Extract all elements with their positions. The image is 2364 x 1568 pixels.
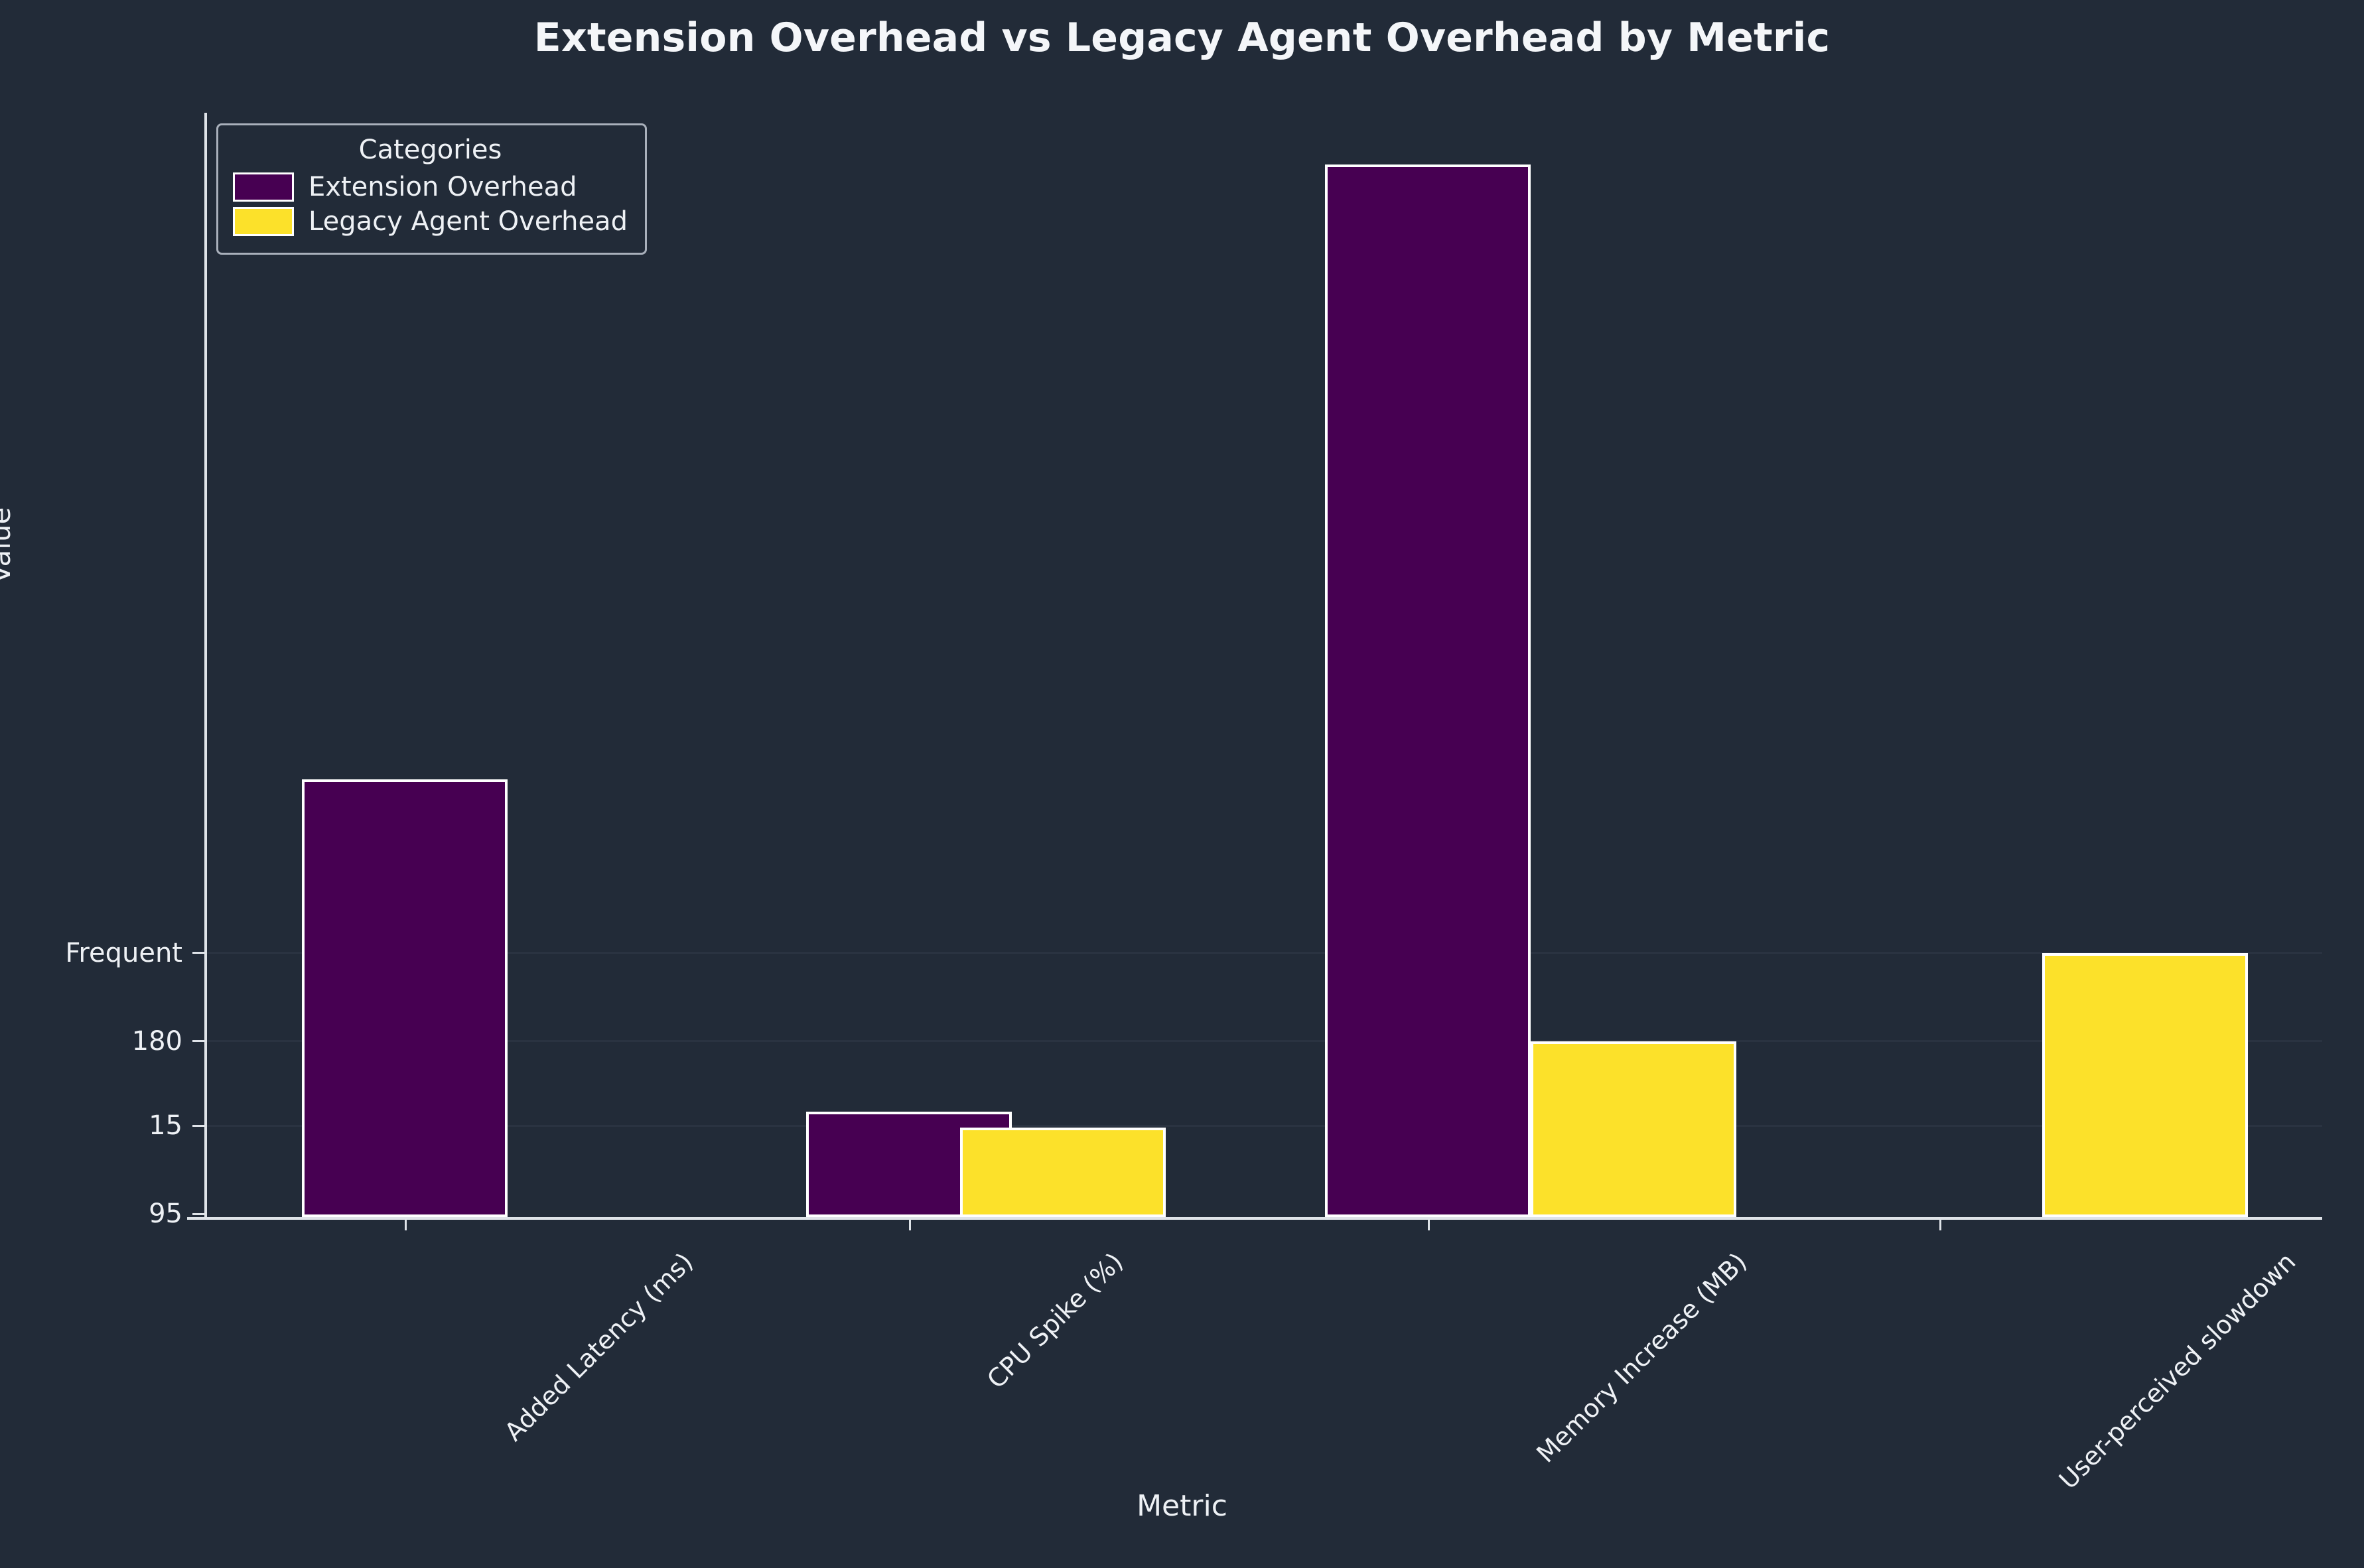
y-tick-mark-180 <box>192 1040 206 1042</box>
x-axis-label: Metric <box>1137 1489 1227 1523</box>
legend-label-extension-overhead: Extension Overhead <box>309 172 577 202</box>
x-tick-mark-cpu-spike <box>909 1217 911 1230</box>
y-tick-mark-95 <box>192 1213 206 1215</box>
x-tick-mark-added-latency <box>405 1217 407 1230</box>
x-tick-label-user-perceived-slowdown: User-perceived slowdown <box>2053 1247 2302 1495</box>
x-tick-label-memory-increase: Memory Increase (MB) <box>1531 1247 1753 1469</box>
bar-legacy-user-perceived-slowdown[interactable] <box>2042 953 2248 1217</box>
legend-label-legacy-agent-overhead: Legacy Agent Overhead <box>309 206 628 237</box>
chart-title: Extension Overhead vs Legacy Agent Overh… <box>533 15 1831 61</box>
bar-legacy-cpu-spike[interactable] <box>960 1128 1166 1217</box>
y-tick-mark-frequent <box>192 952 206 954</box>
x-tick-label-cpu-spike: CPU Spike (%) <box>981 1247 1129 1395</box>
y-tick-label-95: 95 <box>149 1199 182 1229</box>
y-axis-label: Value <box>0 507 17 584</box>
x-tick-mark-memory-increase <box>1428 1217 1430 1230</box>
plot-area <box>187 113 2322 1230</box>
plot-background <box>206 113 2322 1217</box>
x-axis-spine <box>187 1217 2322 1220</box>
gridline-frequent <box>206 952 2322 954</box>
legend-item-extension-overhead[interactable]: Extension Overhead <box>233 172 628 202</box>
gridline-15 <box>206 1125 2322 1127</box>
bar-extension-added-latency[interactable] <box>302 779 508 1217</box>
legend-swatch-extension-overhead <box>233 172 294 202</box>
legend-swatch-legacy-agent-overhead <box>233 207 294 236</box>
legend: Categories Extension Overhead Legacy Age… <box>216 123 647 255</box>
legend-item-legacy-agent-overhead[interactable]: Legacy Agent Overhead <box>233 206 628 237</box>
bar-extension-memory-increase[interactable] <box>1325 164 1531 1217</box>
y-tick-label-15: 15 <box>149 1110 182 1141</box>
y-tick-mark-15 <box>192 1125 206 1127</box>
legend-title: Categories <box>358 135 502 165</box>
y-axis-spine <box>204 113 207 1217</box>
x-tick-label-added-latency: Added Latency (ms) <box>498 1247 699 1447</box>
gridline-180 <box>206 1040 2322 1042</box>
y-tick-label-frequent: Frequent <box>65 938 182 968</box>
y-tick-label-180: 180 <box>131 1026 182 1057</box>
bar-legacy-memory-increase[interactable] <box>1531 1041 1736 1217</box>
x-tick-mark-user-perceived-slowdown <box>1939 1217 1941 1230</box>
